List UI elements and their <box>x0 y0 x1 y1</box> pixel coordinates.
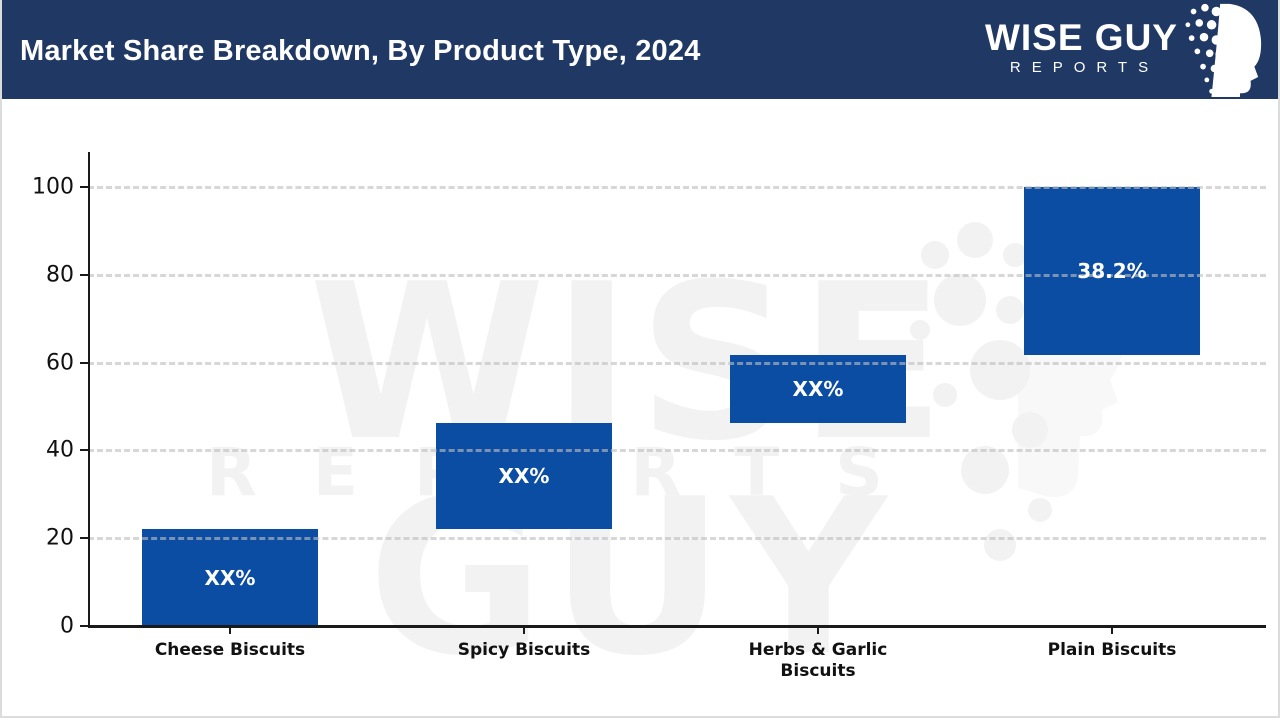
brand-logo-text: WISE GUY REPORTS <box>984 17 1178 76</box>
y-tick <box>80 625 88 627</box>
x-tick <box>523 626 525 634</box>
grid-line <box>88 361 1266 365</box>
x-tick-label: Spicy Biscuits <box>457 640 591 660</box>
y-tick <box>80 186 88 188</box>
y-tick <box>80 537 88 540</box>
y-tick <box>80 273 88 276</box>
y-tick-label: 60 <box>46 350 74 376</box>
grid-line <box>88 273 1266 277</box>
y-tick-label: 40 <box>46 437 74 463</box>
brand-name: WISE GUY <box>984 17 1178 59</box>
y-tick-label: 100 <box>32 174 74 200</box>
grid-line <box>88 186 1266 189</box>
grid-line <box>88 449 1266 453</box>
x-tick-label: Cheese Biscuits <box>154 640 306 660</box>
bar-value-label: XX% <box>498 464 550 489</box>
y-tick-label: 20 <box>46 525 74 551</box>
header-bar: Market Share Breakdown, By Product Type,… <box>0 0 1280 99</box>
x-tick-label: Herbs & Garlic Biscuits <box>748 640 888 682</box>
y-axis-line <box>88 152 90 626</box>
brand-subname: REPORTS <box>1009 58 1160 76</box>
bar-value-label: XX% <box>204 565 256 590</box>
bar-value-label: 38.2% <box>1077 258 1147 283</box>
bar-cheese-biscuits <box>142 529 318 626</box>
y-tick <box>80 361 88 364</box>
x-tick <box>229 626 231 634</box>
x-axis-line <box>88 625 1266 628</box>
bar-herbs-garlic-biscuits <box>730 354 906 423</box>
brand-head-icon <box>1185 3 1262 97</box>
y-tick-label: 0 <box>60 613 74 639</box>
bar-spicy-biscuits <box>436 422 612 530</box>
brand-logo: WISE GUY REPORTS <box>985 0 1266 99</box>
bar-value-label: XX% <box>792 376 844 401</box>
y-tick-label: 80 <box>46 262 74 288</box>
x-tick-label: Plain Biscuits <box>1047 640 1177 660</box>
grid-line <box>88 537 1266 541</box>
y-tick <box>80 449 88 452</box>
x-tick <box>817 626 819 634</box>
page-title: Market Share Breakdown, By Product Type,… <box>20 35 701 67</box>
x-tick <box>1111 626 1113 634</box>
